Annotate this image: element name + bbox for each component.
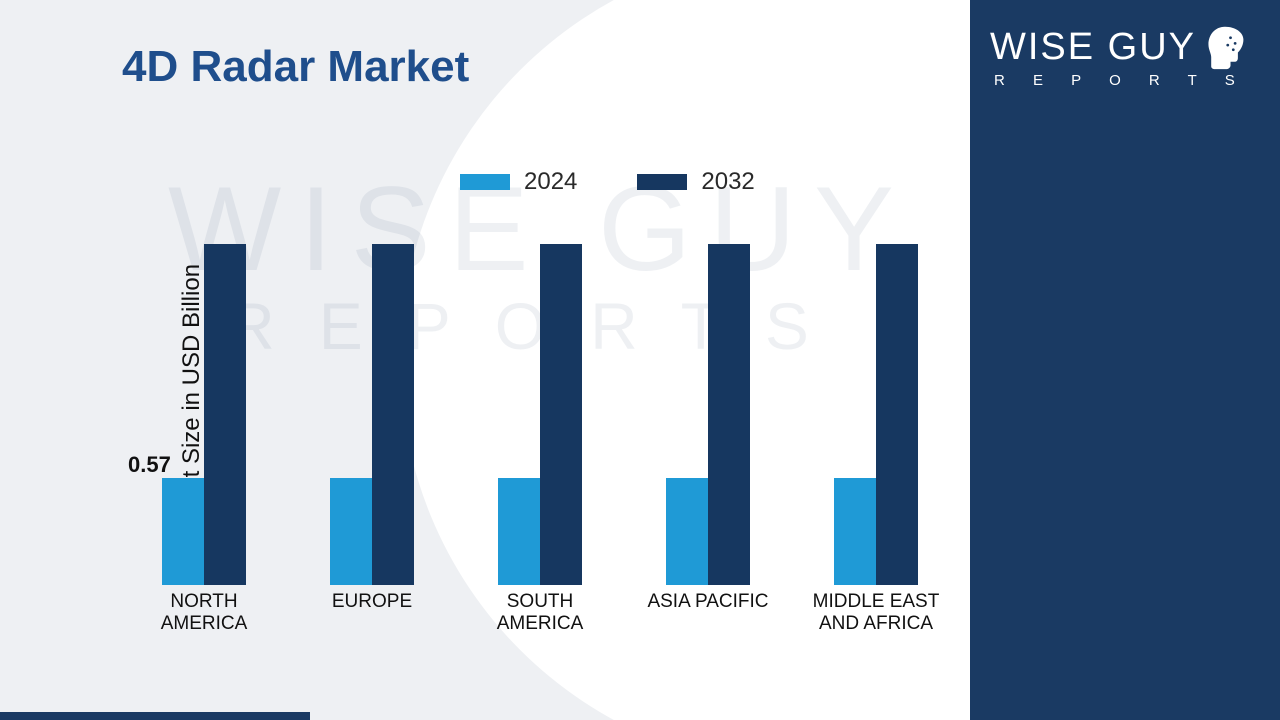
legend-label-2032: 2032 (701, 168, 754, 196)
bar-2032 (540, 244, 582, 585)
bar-2032 (372, 244, 414, 585)
legend-label-2024: 2024 (524, 168, 577, 196)
bar-group: MIDDLE EAST AND AFRICA (792, 210, 960, 585)
legend-item-2024: 2024 (460, 168, 577, 196)
x-category-label: SOUTH AMERICA (475, 591, 605, 635)
brand-band (970, 0, 1280, 720)
bar-2024 (498, 478, 540, 585)
plot-area: NORTH AMERICAEUROPESOUTH AMERICAASIA PAC… (120, 210, 960, 585)
bar-group: ASIA PACIFIC (624, 210, 792, 585)
bar-2032 (204, 244, 246, 585)
legend-swatch-2032 (637, 174, 687, 190)
x-category-label: NORTH AMERICA (139, 591, 269, 635)
legend-swatch-2024 (460, 174, 510, 190)
bar-2024 (834, 478, 876, 585)
bar-group: EUROPE (288, 210, 456, 585)
bar-2032 (708, 244, 750, 585)
bottom-accent (0, 712, 310, 720)
bar-2024 (666, 478, 708, 585)
bar-2024 (330, 478, 372, 585)
brand-sub: R E P O R T S (990, 72, 1250, 89)
chart-title: 4D Radar Market (122, 42, 469, 92)
brand-top: WISE GUY (990, 26, 1196, 69)
x-category-label: ASIA PACIFIC (643, 591, 773, 613)
bar-group: SOUTH AMERICA (456, 210, 624, 585)
bar-2032 (876, 244, 918, 585)
legend: 2024 2032 (460, 168, 755, 196)
chart-canvas: WISE GUY R E P O R T S 4D Radar Market W… (0, 0, 1280, 720)
x-category-label: EUROPE (307, 591, 437, 613)
head-icon (1202, 24, 1248, 70)
bar-2024 (162, 478, 204, 585)
bar-group: NORTH AMERICA (120, 210, 288, 585)
legend-item-2032: 2032 (637, 168, 754, 196)
x-category-label: MIDDLE EAST AND AFRICA (811, 591, 941, 635)
brand-logo: WISE GUY R E P O R T S (990, 24, 1250, 89)
